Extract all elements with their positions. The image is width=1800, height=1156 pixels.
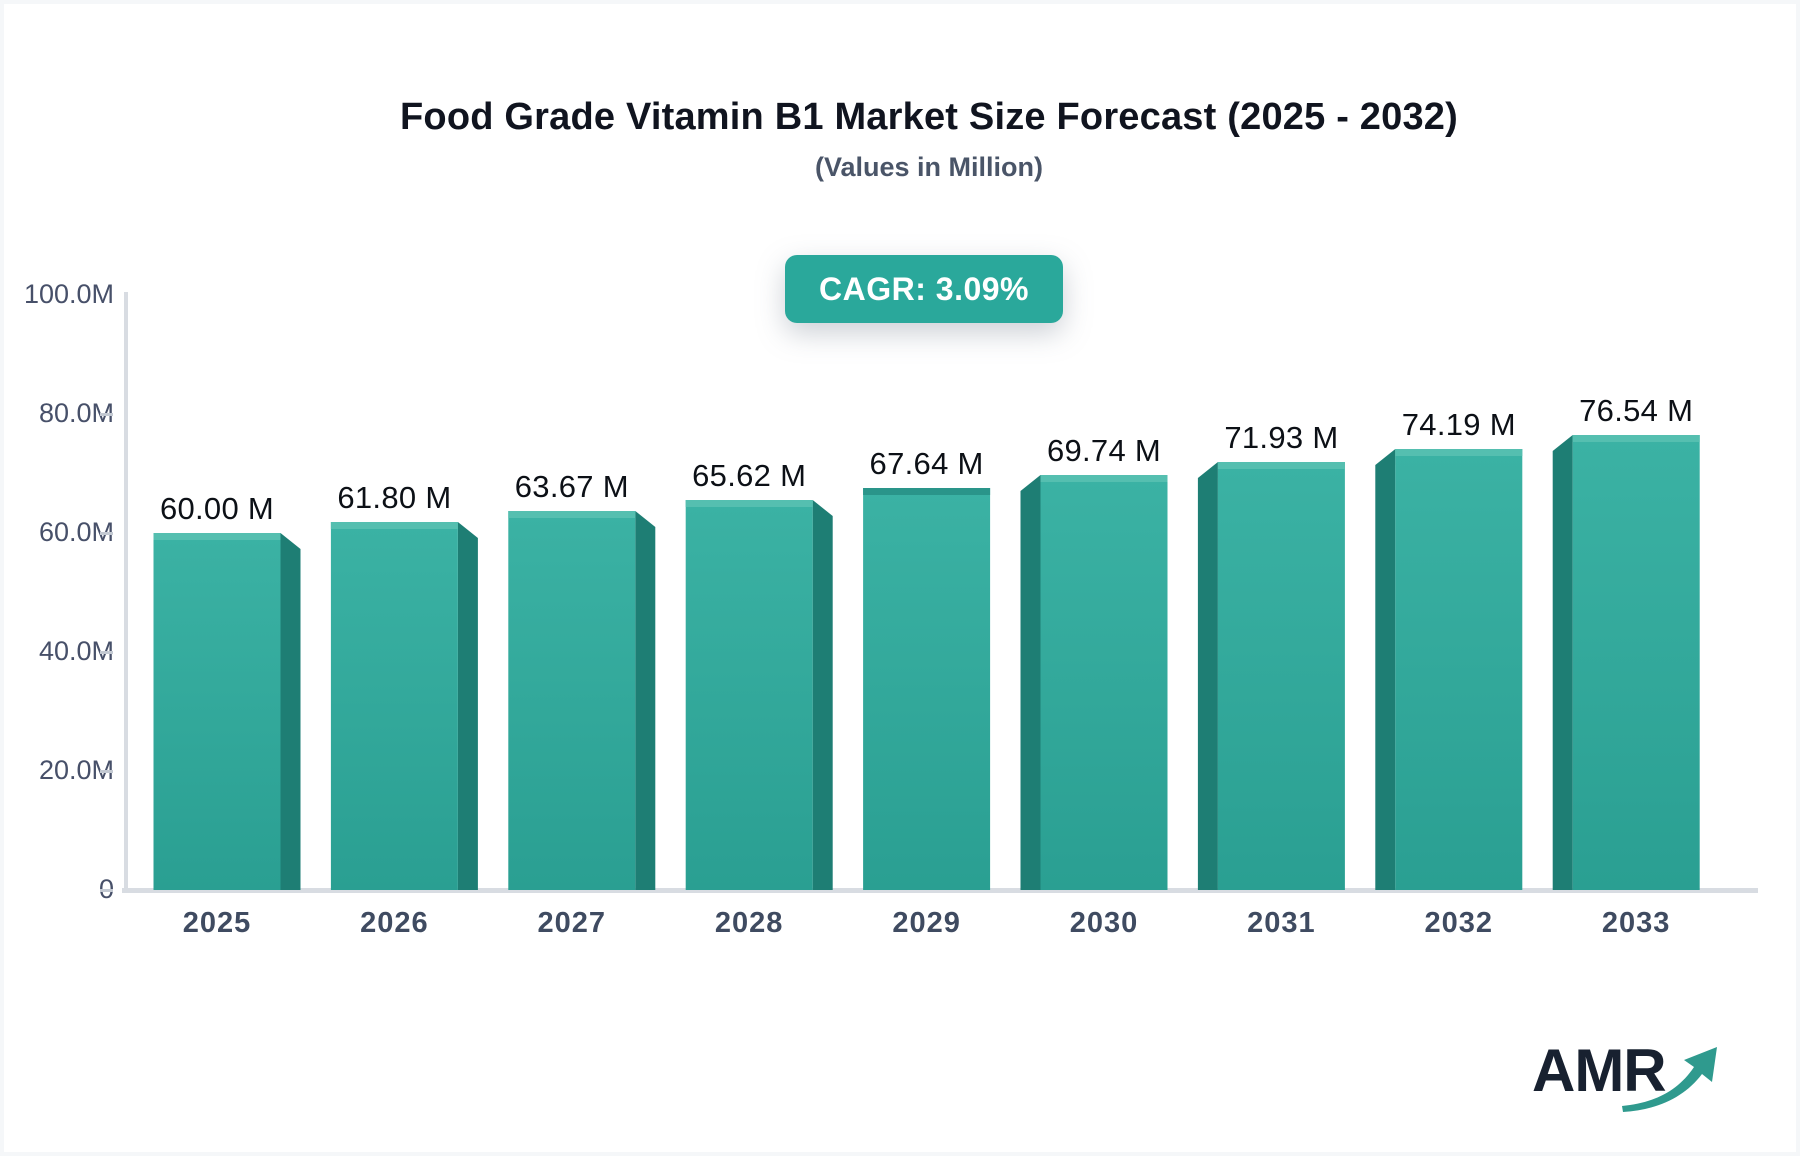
bar-2026 xyxy=(330,522,478,890)
bar-2031 xyxy=(1197,462,1345,890)
bar-value-label-2027: 63.67 M xyxy=(514,469,629,504)
bar-value-label-2029: 67.64 M xyxy=(869,446,984,481)
bar-top-edge xyxy=(330,522,458,529)
bar-2025 xyxy=(153,533,301,890)
bar-value-label-2026: 61.80 M xyxy=(337,480,452,515)
cagr-badge: CAGR: 3.09% xyxy=(785,255,1063,323)
x-axis-line xyxy=(122,888,1758,893)
bar-top-edge xyxy=(685,500,813,507)
bar-top-edge xyxy=(153,533,281,540)
x-category-label-2029: 2029 xyxy=(892,907,961,939)
y-tick-mark xyxy=(100,532,113,535)
bar-front-face xyxy=(1395,449,1523,890)
bar-top-edge xyxy=(1040,475,1168,482)
y-tick-mark xyxy=(100,651,113,654)
bar-top-edge xyxy=(1572,435,1700,442)
bar-top-edge xyxy=(508,511,636,518)
x-category-label-2032: 2032 xyxy=(1424,907,1494,939)
bar-front-face xyxy=(1040,475,1168,890)
bar-value-label-2025: 60.00 M xyxy=(159,491,275,526)
x-category-label-2033: 2033 xyxy=(1601,907,1671,939)
bar-2029 xyxy=(863,488,991,890)
bar-top-edge xyxy=(1217,462,1345,469)
x-category-label-2026: 2026 xyxy=(360,907,429,939)
chart-title: Food Grade Vitamin B1 Market Size Foreca… xyxy=(400,96,1458,138)
y-tick-label: 100.0M xyxy=(23,279,114,309)
x-category-label-2025: 2025 xyxy=(182,907,252,939)
bar-value-label-2033: 76.54 M xyxy=(1579,393,1694,428)
bar-side-face xyxy=(635,511,656,890)
y-tick-mark xyxy=(100,413,113,416)
bar-value-label-2028: 65.62 M xyxy=(692,458,807,493)
bar-side-face xyxy=(1375,449,1396,890)
bar-front-face xyxy=(508,511,636,890)
bar-value-label-2031: 71.93 M xyxy=(1224,420,1339,455)
bar-top-edge xyxy=(1395,449,1523,456)
bar-2032 xyxy=(1375,449,1523,890)
bar-front-face xyxy=(685,500,813,890)
bar-value-label-2030: 69.74 M xyxy=(1046,433,1162,468)
bars-svg xyxy=(153,435,1700,890)
amr-logo-text: AMR xyxy=(1532,1037,1667,1104)
bar-side-face xyxy=(1020,475,1041,890)
bar-front-face xyxy=(863,488,991,890)
bar-front-face xyxy=(153,533,281,890)
bar-2030 xyxy=(1020,475,1168,890)
bar-front-face xyxy=(1572,435,1700,890)
bar-2033 xyxy=(1552,435,1700,890)
bar-side-face xyxy=(812,500,833,890)
y-tick-mark xyxy=(100,889,113,892)
bar-side-face xyxy=(457,522,478,890)
amr-logo: AMR xyxy=(1532,1036,1772,1126)
bar-2027 xyxy=(508,511,656,890)
x-category-label-2030: 2030 xyxy=(1069,907,1139,939)
bar-side-face xyxy=(1197,462,1218,890)
chart-subtitle: (Values in Million) xyxy=(814,152,1044,182)
bar-2028 xyxy=(685,500,833,890)
bar-value-label-2032: 74.19 M xyxy=(1401,407,1516,442)
bar-side-face xyxy=(1552,435,1573,890)
x-category-label-2028: 2028 xyxy=(714,907,784,939)
amr-logo-arrow-icon xyxy=(1622,1047,1717,1112)
bar-front-face xyxy=(330,522,458,890)
y-axis-line xyxy=(124,292,128,892)
bar-side-face xyxy=(280,533,301,890)
bar-front-face xyxy=(1217,462,1345,890)
bar-top-edge xyxy=(863,488,991,495)
x-category-label-2031: 2031 xyxy=(1247,907,1316,939)
y-tick-mark xyxy=(100,770,113,773)
x-category-label-2027: 2027 xyxy=(537,907,607,939)
